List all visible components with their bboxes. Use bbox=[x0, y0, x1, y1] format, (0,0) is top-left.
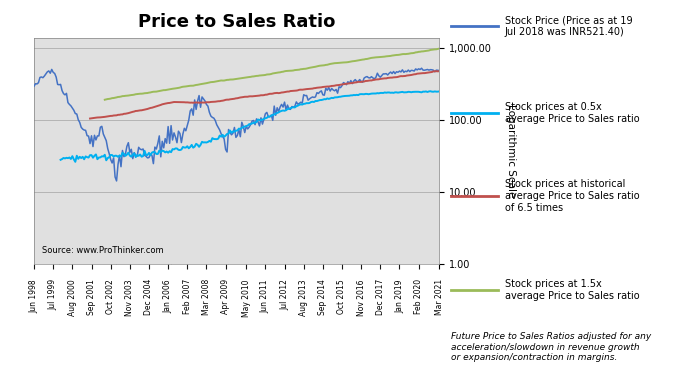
Text: Feb 2007: Feb 2007 bbox=[183, 279, 192, 314]
Text: Sep 2014: Sep 2014 bbox=[318, 279, 328, 315]
Text: Jul 1999: Jul 1999 bbox=[49, 279, 58, 310]
Text: Nov 2016: Nov 2016 bbox=[357, 279, 366, 316]
Text: Stock prices at historical
average Price to Sales ratio
of 6.5 times: Stock prices at historical average Price… bbox=[505, 179, 639, 213]
Text: Mar 2008: Mar 2008 bbox=[202, 279, 211, 315]
Text: Jun 1998: Jun 1998 bbox=[29, 279, 39, 313]
Text: Future Price to Sales Ratios adjusted for any
acceleration/slowdown in revenue g: Future Price to Sales Ratios adjusted fo… bbox=[451, 332, 651, 362]
Text: Aug 2013: Aug 2013 bbox=[299, 279, 308, 316]
Text: Feb 2020: Feb 2020 bbox=[414, 279, 423, 314]
Text: Stock Price (Price as at 19
Jul 2018 was INR521.40): Stock Price (Price as at 19 Jul 2018 was… bbox=[505, 15, 633, 37]
Text: Jun 2011: Jun 2011 bbox=[261, 279, 270, 313]
Text: Jan 2019: Jan 2019 bbox=[395, 279, 404, 313]
Text: Stock prices at 1.5x
average Price to Sales ratio: Stock prices at 1.5x average Price to Sa… bbox=[505, 279, 639, 301]
Text: Dec 2017: Dec 2017 bbox=[376, 279, 385, 315]
Text: Nov 2003: Nov 2003 bbox=[125, 279, 134, 316]
Text: Jan 2006: Jan 2006 bbox=[163, 279, 172, 313]
Text: Sep 2001: Sep 2001 bbox=[87, 279, 96, 315]
Text: Stock prices at 0.5x
average Price to Sales ratio: Stock prices at 0.5x average Price to Sa… bbox=[505, 102, 639, 124]
Y-axis label: Logarithmic Scale: Logarithmic Scale bbox=[506, 104, 516, 198]
Text: May 2010: May 2010 bbox=[242, 279, 251, 317]
Text: Source: www.ProThinker.com: Source: www.ProThinker.com bbox=[42, 246, 163, 255]
Text: Price to Sales Ratio: Price to Sales Ratio bbox=[138, 13, 335, 31]
Text: Mar 2021: Mar 2021 bbox=[434, 279, 444, 315]
Text: Dec 2004: Dec 2004 bbox=[144, 279, 153, 316]
Text: Jul 2012: Jul 2012 bbox=[280, 279, 289, 310]
Text: Apr 2009: Apr 2009 bbox=[221, 279, 230, 314]
Text: Oct 2015: Oct 2015 bbox=[338, 279, 347, 314]
Text: Oct 2002: Oct 2002 bbox=[106, 279, 115, 314]
Text: Aug 2000: Aug 2000 bbox=[68, 279, 77, 316]
